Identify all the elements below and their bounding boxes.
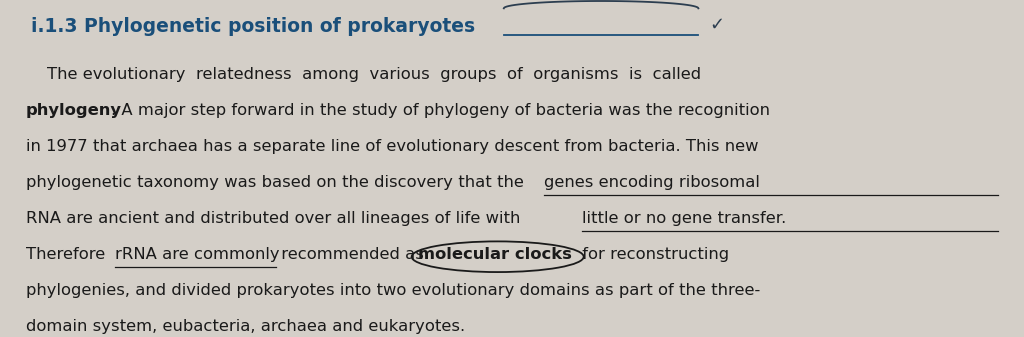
Text: molecular clocks: molecular clocks (418, 247, 571, 262)
Text: . A major step forward in the study of phylogeny of bacteria was the recognition: . A major step forward in the study of p… (111, 103, 770, 118)
Text: phylogenetic taxonomy was based on the discovery that the: phylogenetic taxonomy was based on the d… (26, 175, 528, 190)
Text: recommended as: recommended as (276, 247, 430, 262)
Text: phylogeny: phylogeny (26, 103, 122, 118)
Text: ✓: ✓ (710, 16, 725, 34)
Text: for reconstructing: for reconstructing (577, 247, 729, 262)
Text: domain system, eubacteria, archaea and eukaryotes.: domain system, eubacteria, archaea and e… (26, 319, 465, 334)
Text: i.1.3 Phylogenetic position of prokaryotes: i.1.3 Phylogenetic position of prokaryot… (31, 17, 475, 36)
Text: little or no gene transfer.: little or no gene transfer. (582, 211, 785, 226)
Text: RNA are ancient and distributed over all lineages of life with: RNA are ancient and distributed over all… (26, 211, 525, 226)
Text: in 1977 that archaea has a separate line of evolutionary descent from bacteria. : in 1977 that archaea has a separate line… (26, 139, 758, 154)
Text: The evolutionary  relatedness  among  various  groups  of  organisms  is  called: The evolutionary relatedness among vario… (26, 67, 700, 82)
Text: Therefore: Therefore (26, 247, 111, 262)
Text: phylogenies, and divided prokaryotes into two evolutionary domains as part of th: phylogenies, and divided prokaryotes int… (26, 283, 760, 298)
Text: genes encoding ribosomal: genes encoding ribosomal (544, 175, 760, 190)
Text: rRNA are commonly: rRNA are commonly (115, 247, 280, 262)
